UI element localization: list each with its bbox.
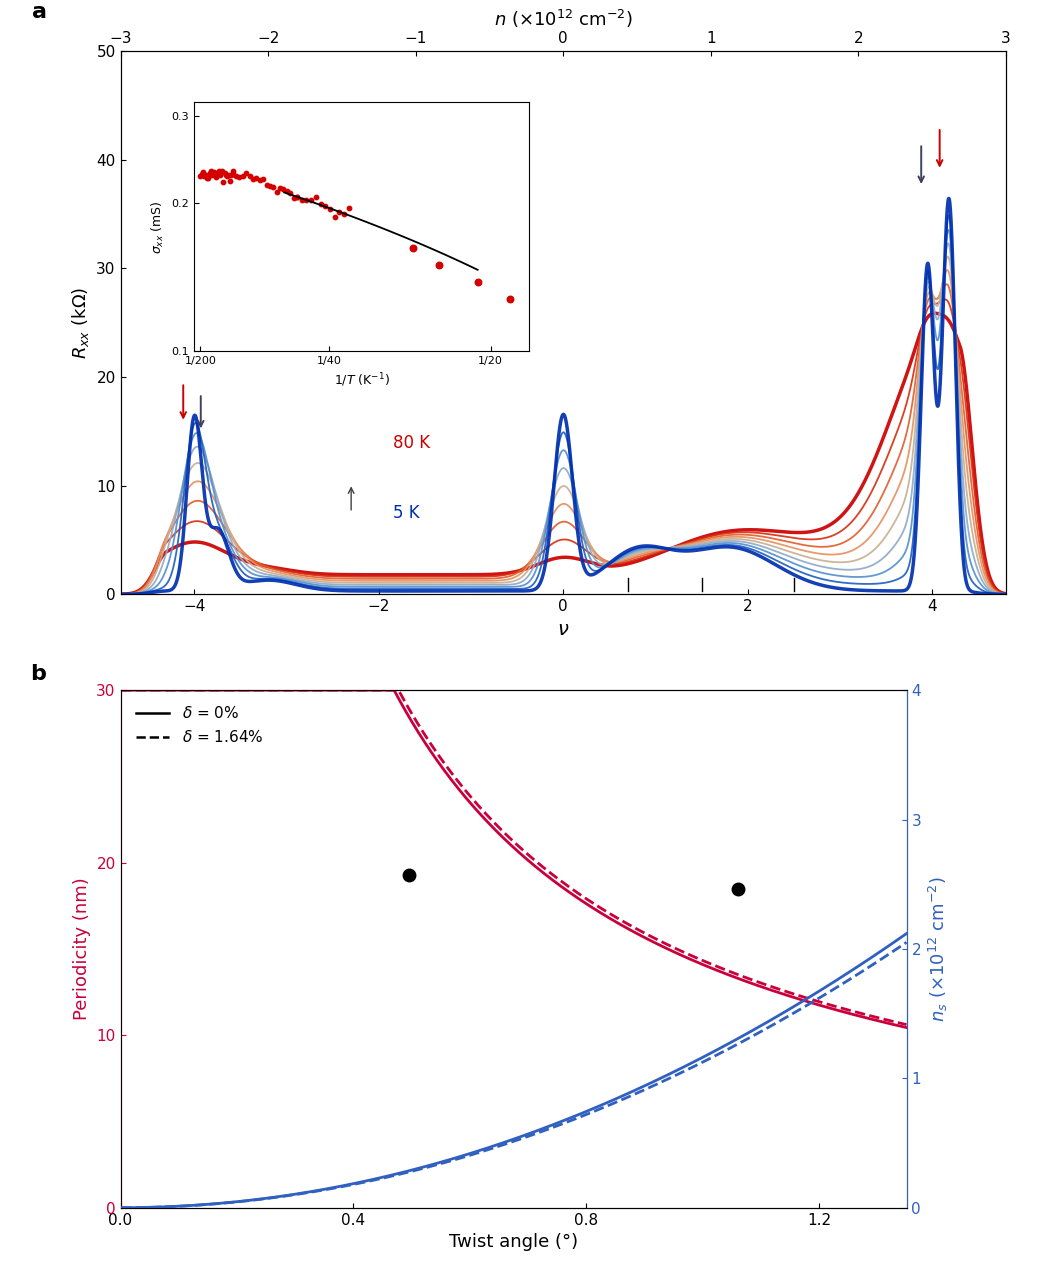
Point <box>293 189 310 210</box>
Point <box>199 167 216 188</box>
Point <box>285 188 302 208</box>
Point <box>235 166 252 187</box>
Point <box>255 169 271 189</box>
Point <box>288 187 305 207</box>
Point <box>298 189 314 210</box>
Point <box>248 167 265 188</box>
Point <box>200 167 217 188</box>
Text: 80 K: 80 K <box>393 433 430 451</box>
Point <box>224 161 241 181</box>
Point <box>224 164 241 184</box>
Point <box>252 170 268 190</box>
Point <box>312 194 329 215</box>
X-axis label: Twist angle (°): Twist angle (°) <box>449 1233 578 1251</box>
Point <box>244 169 261 189</box>
Point <box>303 189 320 210</box>
Point <box>238 162 255 183</box>
Point <box>316 196 333 216</box>
Text: b: b <box>30 665 46 684</box>
Point <box>219 165 236 185</box>
Point <box>326 207 343 227</box>
Text: a: a <box>32 3 47 22</box>
Point <box>209 166 225 187</box>
Point <box>204 165 221 185</box>
Point <box>405 238 421 258</box>
Y-axis label: $\sigma_{xx}$ (mS): $\sigma_{xx}$ (mS) <box>150 201 166 253</box>
Point <box>218 165 235 185</box>
Y-axis label: $R_{xx}$ (k$\Omega$): $R_{xx}$ (k$\Omega$) <box>70 286 91 359</box>
Point <box>241 165 258 185</box>
Point <box>502 289 519 309</box>
Point <box>223 165 240 185</box>
Y-axis label: Periodicity (nm): Periodicity (nm) <box>72 878 91 1020</box>
Point <box>271 178 288 198</box>
X-axis label: $\nu$: $\nu$ <box>558 620 569 639</box>
Point <box>192 166 209 187</box>
Point <box>215 173 232 193</box>
Point <box>216 162 233 183</box>
Point <box>221 170 238 190</box>
Point <box>307 187 324 207</box>
Point <box>258 175 275 196</box>
Point <box>212 165 228 185</box>
Point <box>201 162 218 183</box>
Point <box>279 181 296 202</box>
Point <box>193 164 210 184</box>
Point <box>470 272 486 293</box>
Point <box>211 160 227 180</box>
Point <box>262 175 279 196</box>
Point <box>196 166 213 187</box>
Point <box>268 181 285 202</box>
Point <box>276 179 292 199</box>
Y-axis label: $n_s$ ($\times$10$^{12}$ cm$^{-2}$): $n_s$ ($\times$10$^{12}$ cm$^{-2}$) <box>926 875 949 1022</box>
Point <box>331 202 348 222</box>
Point <box>205 162 222 183</box>
Point <box>214 160 231 180</box>
Point <box>220 165 237 185</box>
Point <box>195 162 212 183</box>
Point <box>206 164 223 184</box>
Point <box>265 176 282 197</box>
X-axis label: $n$ ($\times$10$^{12}$ cm$^{-2}$): $n$ ($\times$10$^{12}$ cm$^{-2}$) <box>494 8 633 29</box>
Point <box>210 164 226 184</box>
Point <box>288 187 305 207</box>
Text: 5 K: 5 K <box>393 505 419 523</box>
Point <box>431 254 447 275</box>
Legend: $\delta$ = 0%, $\delta$ = 1.64%: $\delta$ = 0%, $\delta$ = 1.64% <box>128 698 270 753</box>
Point <box>227 166 244 187</box>
Point <box>197 165 214 185</box>
Point <box>335 203 352 224</box>
X-axis label: $1/T$ (K$^{-1}$): $1/T$ (K$^{-1}$) <box>333 372 390 390</box>
Point <box>231 167 247 188</box>
Point <box>202 161 219 181</box>
Point <box>341 198 357 219</box>
Point <box>282 183 299 203</box>
Point <box>322 198 339 219</box>
